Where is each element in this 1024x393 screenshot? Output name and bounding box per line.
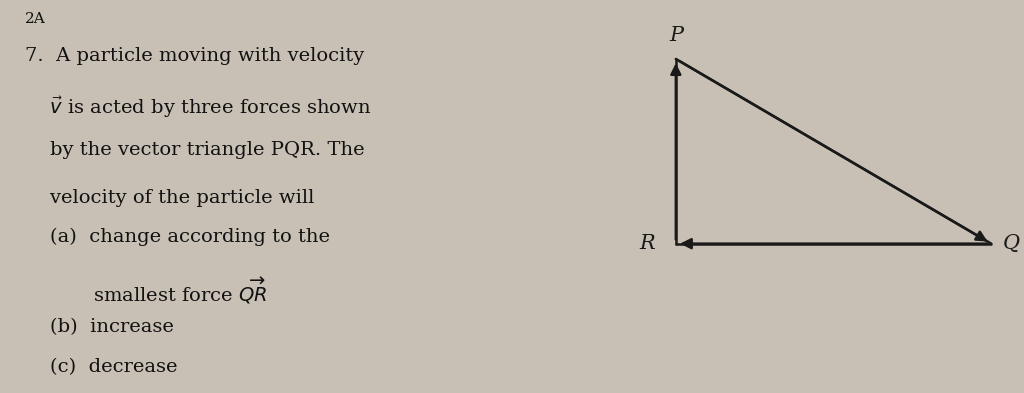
Text: $\vec{v}$ is acted by three forces shown: $\vec{v}$ is acted by three forces shown bbox=[26, 94, 372, 119]
Text: (c)  decrease: (c) decrease bbox=[26, 358, 178, 376]
Text: 2A: 2A bbox=[26, 12, 46, 26]
Text: 7.  A particle moving with velocity: 7. A particle moving with velocity bbox=[26, 47, 365, 65]
Text: smallest force $\overrightarrow{QR}$: smallest force $\overrightarrow{QR}$ bbox=[26, 275, 267, 306]
Text: P: P bbox=[669, 26, 683, 45]
Text: (b)  increase: (b) increase bbox=[26, 318, 174, 336]
Text: (a)  change according to the: (a) change according to the bbox=[26, 228, 331, 246]
Text: R: R bbox=[639, 234, 655, 253]
Text: by the vector triangle PQR. The: by the vector triangle PQR. The bbox=[26, 141, 365, 160]
Text: Q: Q bbox=[1004, 234, 1020, 253]
Text: velocity of the particle will: velocity of the particle will bbox=[26, 189, 314, 207]
